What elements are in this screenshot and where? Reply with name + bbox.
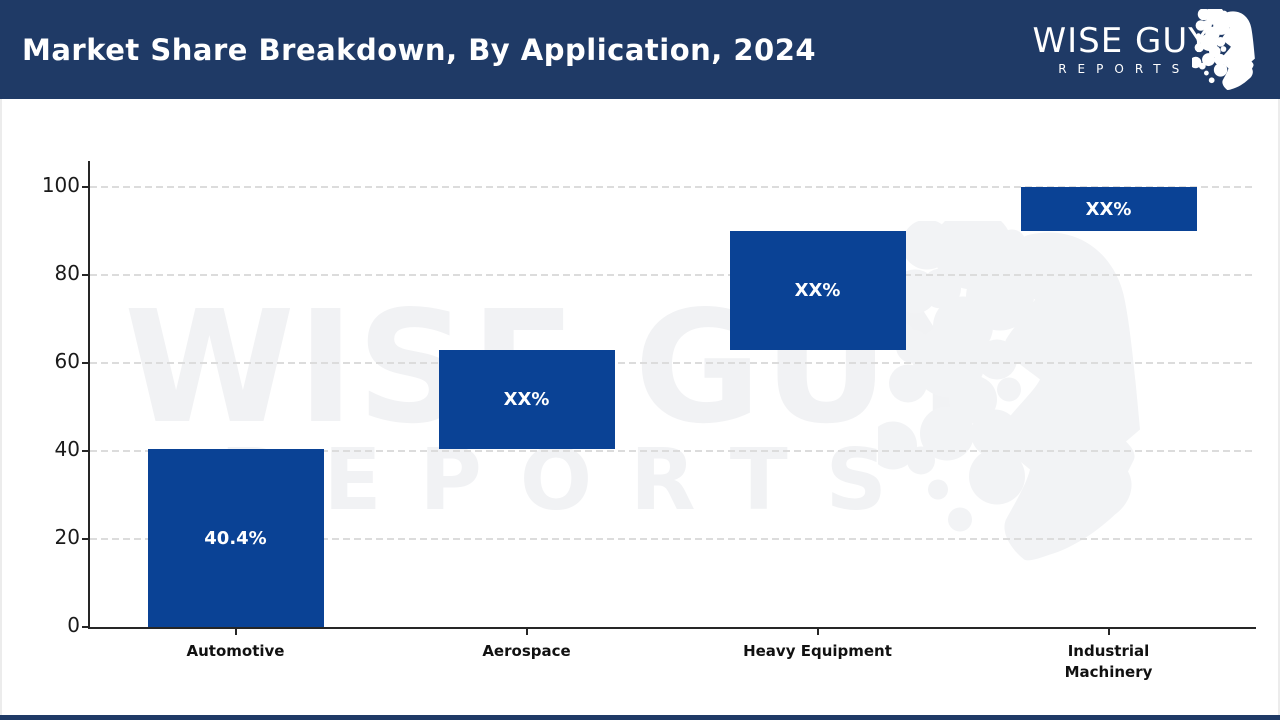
y-axis-tick <box>82 538 89 540</box>
x-axis-tick <box>816 627 819 635</box>
gridline <box>90 362 1254 364</box>
bar-heavy-equipment: XX% <box>729 231 906 350</box>
x-axis-category-label: Industrial Machinery <box>1064 642 1153 681</box>
bar-value-label: XX% <box>794 279 841 301</box>
y-axis-tick-label: 40 <box>54 437 80 461</box>
x-axis-tick <box>1107 627 1110 635</box>
wiseguy-logo: WISE GUY REPORTS <box>1032 9 1264 91</box>
gridline <box>90 538 1254 540</box>
bar-automotive: 40.4% <box>147 449 324 627</box>
wiseguy-face-icon <box>1192 9 1255 91</box>
gridline <box>90 274 1254 276</box>
y-axis-tick-label: 60 <box>54 349 80 373</box>
x-axis-tick <box>525 627 528 635</box>
x-axis-category-label: Heavy Equipment <box>743 642 892 660</box>
y-axis-tick-label: 100 <box>41 173 80 197</box>
y-axis-tick-label: 80 <box>54 261 80 285</box>
y-axis-tick <box>82 186 89 188</box>
y-axis-tick <box>82 626 89 628</box>
y-axis-tick <box>82 362 89 364</box>
gridline <box>90 450 1254 452</box>
x-axis-line <box>88 627 1256 629</box>
x-axis-category-label: Aerospace <box>482 642 571 660</box>
plot: 0 20 40 60 80 100 40.4% Automotive XX% Aerospace X… <box>2 99 1278 715</box>
page-title: Market Share Breakdown, By Application, … <box>22 32 817 67</box>
y-axis-tick <box>82 274 89 276</box>
watermark-face-icon <box>878 221 1140 561</box>
bar-value-label: 40.4% <box>204 527 267 549</box>
logo-text: WISE GUY REPORTS <box>1032 21 1210 76</box>
bar-value-label: XX% <box>503 389 550 411</box>
footer-accent-bar <box>0 715 1280 720</box>
logo-subtitle: REPORTS <box>1058 61 1191 76</box>
y-axis-line <box>88 161 90 629</box>
y-axis-tick-label: 20 <box>54 525 80 549</box>
bar-aerospace: XX% <box>438 349 615 450</box>
logo-wordmark: WISE GUY <box>1032 21 1210 62</box>
y-axis-tick <box>82 450 89 452</box>
chart-area: WISE GUY REPORTS 0 20 40 60 80 100 40.4% Automo… <box>0 99 1280 715</box>
x-axis-category-label: Automotive <box>186 642 285 660</box>
header-banner: Market Share Breakdown, By Application, … <box>0 0 1280 99</box>
gridline <box>90 186 1254 188</box>
x-axis-tick <box>234 627 237 635</box>
y-axis-tick-label: 0 <box>67 613 80 637</box>
bar-industrial-machinery: XX% <box>1020 187 1197 231</box>
bar-value-label: XX% <box>1085 198 1132 220</box>
